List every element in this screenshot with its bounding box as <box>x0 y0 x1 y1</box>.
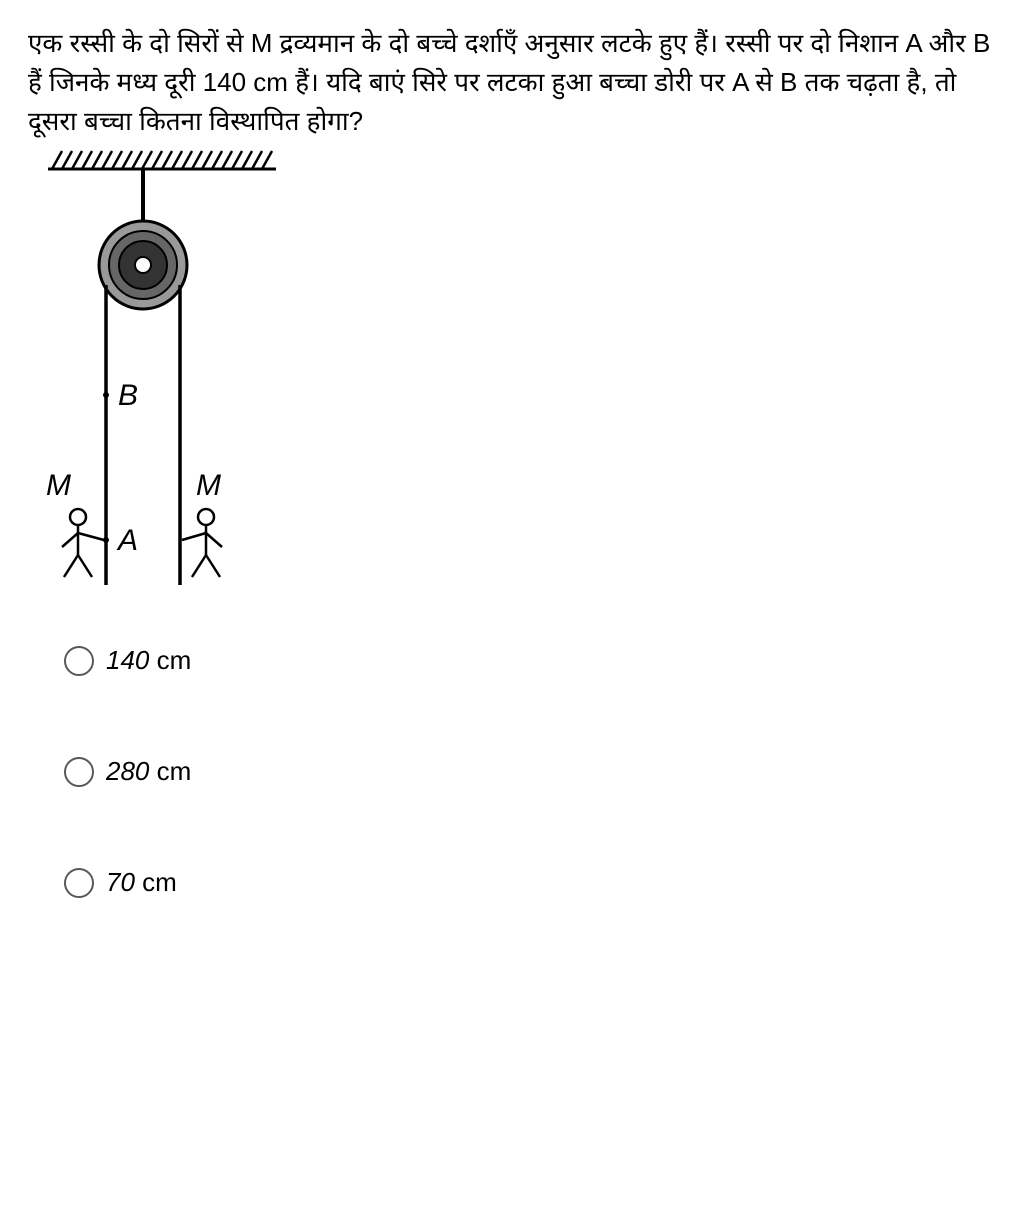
option-2[interactable]: 280 cm <box>64 756 996 787</box>
label-A: A <box>116 524 138 557</box>
question-text: एक रस्सी के दो सिरों से M द्रव्यमान के द… <box>28 24 996 141</box>
label-M-left: M <box>46 469 71 502</box>
pulley-icon <box>99 221 187 309</box>
option-label: 70 cm <box>106 867 177 898</box>
radio-icon <box>64 757 94 787</box>
option-1[interactable]: 140 cm <box>64 645 996 676</box>
option-3[interactable]: 70 cm <box>64 867 996 898</box>
pulley-diagram: B A M M <box>28 145 288 605</box>
option-label: 140 cm <box>106 645 191 676</box>
radio-icon <box>64 868 94 898</box>
label-M-right: M <box>196 469 221 502</box>
ceiling-hatch <box>48 151 276 169</box>
label-B: B <box>118 379 138 412</box>
option-label: 280 cm <box>106 756 191 787</box>
child-right-icon <box>182 509 222 577</box>
options-list: 140 cm 280 cm 70 cm <box>64 645 996 898</box>
child-left-icon <box>62 509 104 577</box>
radio-icon <box>64 646 94 676</box>
